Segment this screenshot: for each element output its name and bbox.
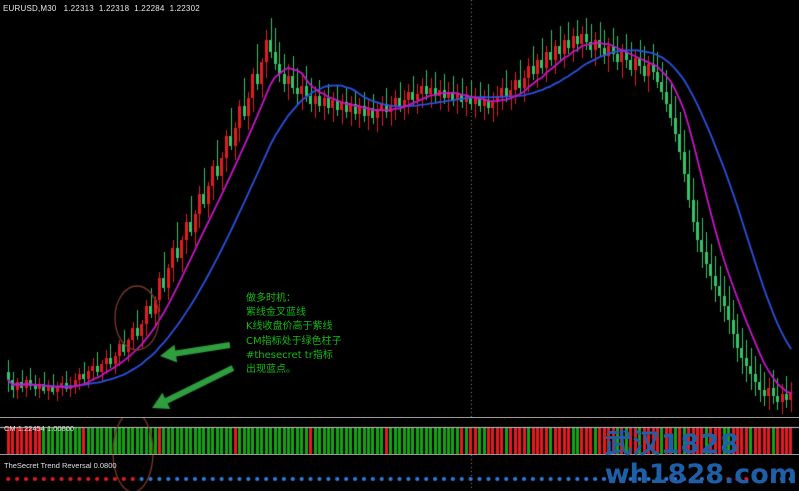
watermark-line-2: wh1828.com [604, 459, 797, 490]
annotation-line-6: 出现蓝点。 [246, 364, 296, 376]
pane-separator-thesecret [0, 454, 799, 455]
annotation-line-4: CM指标处于绿色柱子 [246, 335, 342, 347]
thesecret-canvas[interactable] [0, 455, 799, 491]
annotation-line-5: #thesecret tr指标 [246, 349, 333, 361]
price-canvas[interactable] [0, 0, 799, 417]
thesecret-indicator-pane[interactable] [0, 455, 799, 491]
annotation-line-2: 紫线金叉蓝线 [246, 307, 306, 319]
price-pane[interactable] [0, 0, 799, 417]
watermark: 武汉1828 wh1828.com [605, 430, 797, 490]
annotation-line-1: 做多时机： [246, 293, 296, 304]
pane-separator-cm [0, 417, 799, 418]
cm-indicator-pane[interactable] [0, 418, 799, 454]
watermark-line-1: 武汉1828 [604, 429, 740, 460]
symbol-label: EURUSD,M30 [3, 4, 57, 13]
annotation-text: 做多时机： 紫线金叉蓝线 K线收盘价高于紫线 CM指标处于绿色柱子 #these… [246, 292, 342, 377]
quote-low: 1.22284 [134, 4, 165, 13]
cm-canvas[interactable] [0, 418, 799, 454]
quote-ask: 1.22318 [98, 4, 130, 13]
quote-bid: 1.22313 [63, 4, 94, 13]
annotation-line-3: K线收盘价高于紫线 [246, 321, 333, 333]
thesecret-pane-label: TheSecret Trend Reversal 0.0800 [4, 461, 117, 470]
quote-close: 1.22302 [169, 4, 200, 13]
quote-header: EURUSD,M30 1.22313 1.22318 1.22284 1.22302 [3, 3, 205, 14]
cm-pane-label: CM 1.22454 1.00800 [4, 424, 75, 433]
